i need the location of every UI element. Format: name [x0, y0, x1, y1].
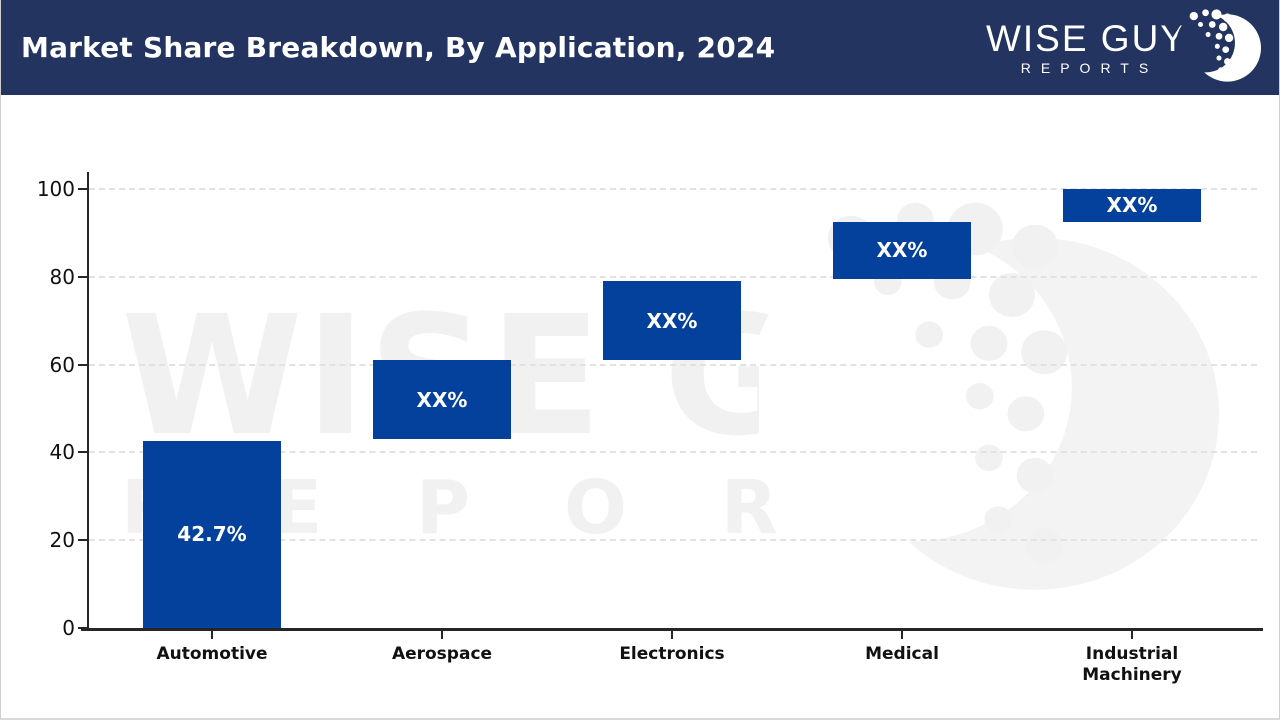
- x-tick-mark: [671, 631, 673, 639]
- bar-electronics: XX%: [603, 281, 741, 361]
- y-tick-mark: [78, 539, 89, 542]
- y-tick-mark: [78, 188, 89, 190]
- x-tick-mark: [901, 631, 903, 639]
- y-tick-mark: [78, 451, 89, 454]
- bar-value-label: XX%: [646, 308, 698, 333]
- bar-industrial-machinery: XX%: [1063, 189, 1201, 222]
- y-tick-mark: [78, 363, 89, 366]
- x-axis-line: [81, 628, 1263, 631]
- bar-value-label: XX%: [416, 387, 468, 412]
- page-title: Market Share Breakdown, By Application, …: [21, 31, 776, 64]
- bar-value-label: XX%: [876, 238, 928, 263]
- x-tick-mark: [441, 631, 443, 639]
- bar-value-label: XX%: [1106, 193, 1158, 218]
- brand-logo: WISE GUY REPORTS: [986, 8, 1265, 88]
- logo-face-icon: [1176, 9, 1261, 82]
- gridline: [89, 451, 1257, 454]
- x-tick-label-aerospace: Aerospace: [391, 644, 493, 664]
- y-tick-label: 80: [49, 264, 75, 289]
- bar-value-label: 42.7%: [177, 522, 247, 547]
- watermark-face-icon: [759, 202, 1219, 590]
- y-tick-label: 20: [49, 528, 75, 553]
- y-tick-mark: [78, 275, 89, 278]
- bar-medical: XX%: [833, 221, 971, 279]
- gridline: [89, 275, 1257, 278]
- y-tick-label: 100: [36, 177, 75, 201]
- x-tick-label-industrial-machinery: Industrial Machinery: [1082, 644, 1182, 685]
- gridline: [89, 363, 1257, 366]
- header: Market Share Breakdown, By Application, …: [1, 0, 1279, 95]
- x-tick-label-medical: Medical: [865, 644, 939, 664]
- y-tick-label: 40: [49, 440, 75, 465]
- gridline: [89, 539, 1257, 542]
- y-tick-label: 0: [62, 616, 75, 640]
- watermark-line1: WISE GUY: [121, 280, 1059, 472]
- x-tick-label-automotive: Automotive: [156, 644, 268, 664]
- x-tick-mark: [1131, 631, 1133, 639]
- x-tick-label-electronics: Electronics: [619, 644, 725, 664]
- x-tick-mark: [211, 631, 213, 639]
- y-tick-label: 60: [49, 352, 75, 377]
- logo-text: WISE GUY REPORTS: [986, 20, 1187, 76]
- bar-aerospace: XX%: [373, 360, 511, 440]
- y-axis-line: [87, 172, 89, 631]
- logo-subtitle: REPORTS: [1020, 60, 1159, 76]
- logo-wordmark: WISE GUY: [985, 18, 1187, 59]
- chart: WISE GUY R E P O R T S 0 20 40 60 80 100 42.7%…: [1, 95, 1280, 718]
- gridline: [89, 188, 1257, 190]
- bar-automotive: 42.7%: [143, 440, 281, 628]
